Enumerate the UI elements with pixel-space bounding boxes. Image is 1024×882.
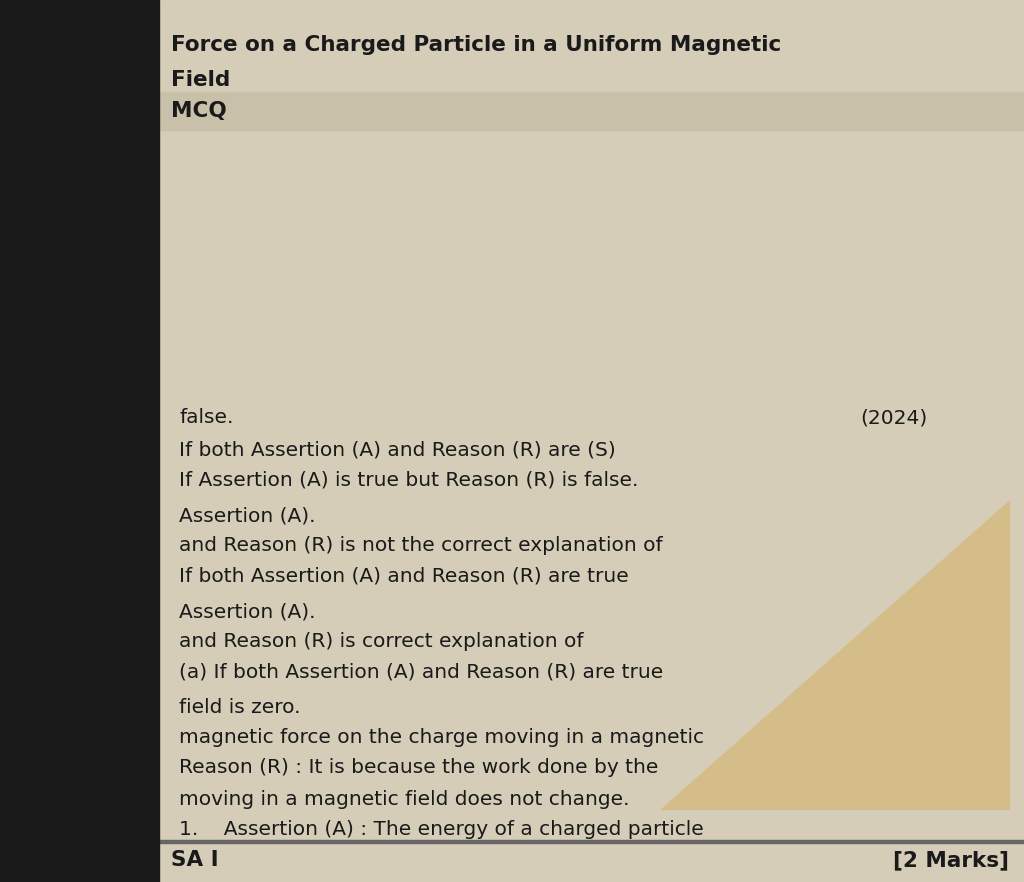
Text: MCQ: MCQ [171,101,226,121]
Text: field is zero.: field is zero. [179,698,301,717]
Bar [159,92,1024,130]
Text: Assertion (A).: Assertion (A). [179,506,315,525]
Bar [159,840,1024,842]
Text: If Assertion (A) is true but Reason (R) is false.: If Assertion (A) is true but Reason (R) … [179,470,639,489]
Text: moving in a magnetic field does not change.: moving in a magnetic field does not chan… [179,790,630,809]
Text: (a) If both Assertion (A) and Reason (R) are true: (a) If both Assertion (A) and Reason (R)… [179,662,664,681]
Text: [2 Marks]: [2 Marks] [893,850,1009,870]
Text: and Reason (R) is not the correct explanation of: and Reason (R) is not the correct explan… [179,536,663,555]
Text: Force on a Charged Particle in a Uniform Magnetic: Force on a Charged Particle in a Uniform… [171,35,781,55]
Text: false.: false. [179,408,233,427]
Text: If both Assertion (A) and Reason (R) are (S): If both Assertion (A) and Reason (R) are… [179,440,616,459]
Text: If both Assertion (A) and Reason (R) are true: If both Assertion (A) and Reason (R) are… [179,566,629,585]
Text: magnetic force on the charge moving in a magnetic: magnetic force on the charge moving in a… [179,728,705,747]
Text: 1.    Assertion (A) : The energy of a charged particle: 1. Assertion (A) : The energy of a charg… [179,820,703,839]
Text: Reason (R) : It is because the work done by the: Reason (R) : It is because the work done… [179,758,658,777]
Text: Assertion (A).: Assertion (A). [179,602,315,621]
Bar [0,0,159,882]
Text: SA I: SA I [171,850,218,870]
Text: and Reason (R) is correct explanation of: and Reason (R) is correct explanation of [179,632,584,651]
Polygon shape [660,500,1010,810]
Text: Field: Field [171,70,230,90]
Text: (2024): (2024) [860,408,928,427]
